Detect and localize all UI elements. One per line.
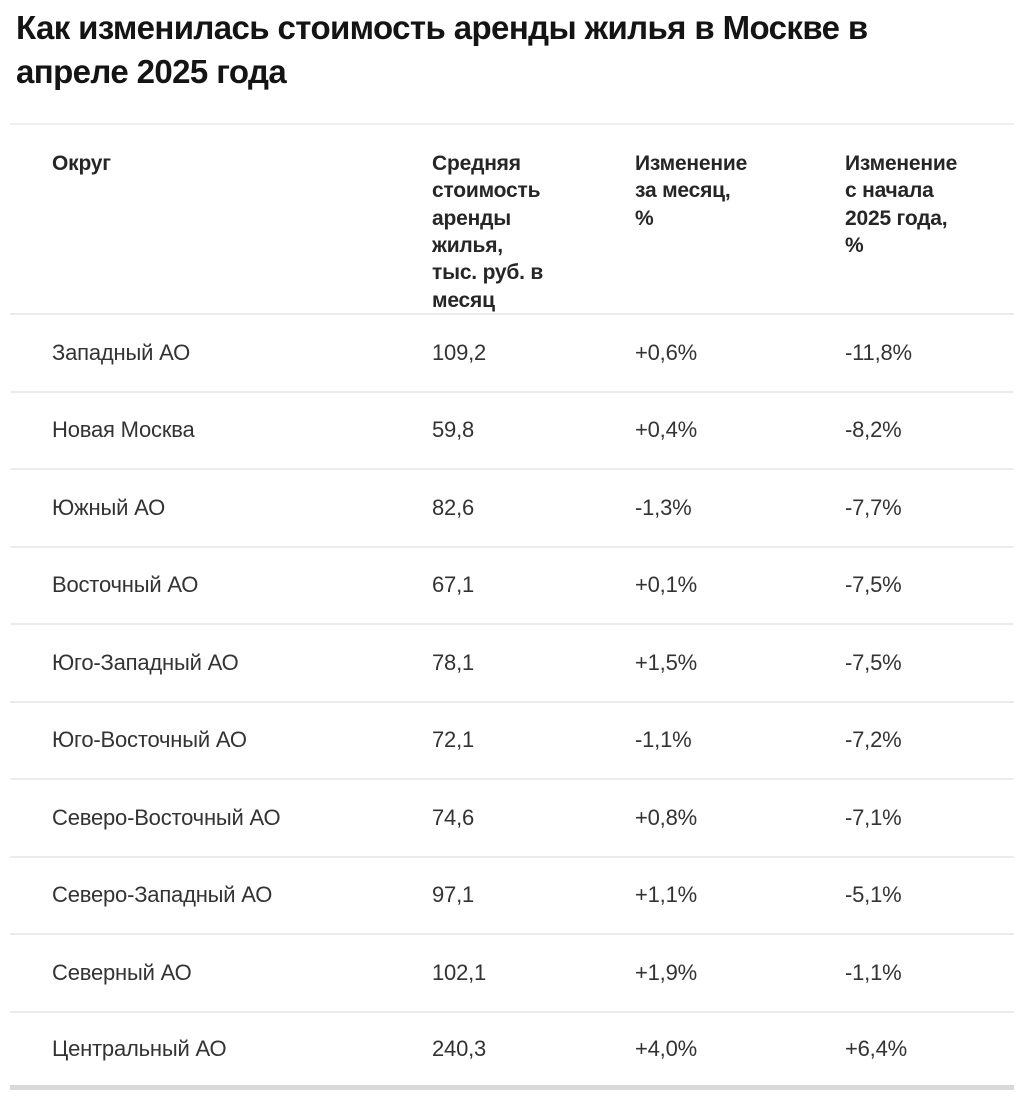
avg-rent-value: 102,1 <box>432 959 487 985</box>
district-name: Западный АО <box>52 339 190 365</box>
avg-rent-value: 240,3 <box>432 1035 487 1061</box>
column-header-district: Округ <box>52 152 111 176</box>
column-header-month-change: Изменение за месяц, % <box>635 152 748 230</box>
ytd-change-value: -7,5% <box>845 649 902 675</box>
district-name: Северный АО <box>52 959 192 985</box>
district-name: Юго-Восточный АО <box>52 727 247 753</box>
month-change-value: -1,1% <box>635 727 692 753</box>
table-row: Юго-Восточный АО 72,1 -1,1% -7,2% <box>10 703 1014 781</box>
district-name: Юго-Западный АО <box>52 649 239 675</box>
ytd-change-value: -1,1% <box>845 959 902 985</box>
district-name: Северо-Западный АО <box>52 882 273 908</box>
month-change-value: -1,3% <box>635 494 692 520</box>
table-row: Западный АО 109,2 +0,6% -11,8% <box>10 315 1014 393</box>
table-row: Новая Москва 59,8 +0,4% -8,2% <box>10 393 1014 471</box>
page-title: Как изменилась стоимость аренды жилья в … <box>16 9 868 90</box>
ytd-change-value: -7,2% <box>845 727 902 753</box>
ytd-change-value: -7,1% <box>845 804 902 830</box>
district-name: Новая Москва <box>52 417 195 443</box>
table-row: Северо-Западный АО 97,1 +1,1% -5,1% <box>10 858 1014 936</box>
ytd-change-value: -5,1% <box>845 882 902 908</box>
table-row: Юго-Западный АО 78,1 +1,5% -7,5% <box>10 625 1014 703</box>
table-row: Северный АО 102,1 +1,9% -1,1% <box>10 935 1014 1013</box>
table-row: Южный АО 82,6 -1,3% -7,7% <box>10 470 1014 548</box>
avg-rent-value: 109,2 <box>432 339 487 365</box>
month-change-value: +0,4% <box>635 417 697 443</box>
month-change-value: +1,5% <box>635 649 697 675</box>
ytd-change-value: -7,5% <box>845 572 902 598</box>
avg-rent-value: 78,1 <box>432 649 475 675</box>
ytd-change-value: -8,2% <box>845 417 902 443</box>
month-change-value: +1,9% <box>635 959 697 985</box>
table-header-row: Округ Средняя стоимость аренды жилья, ты… <box>10 123 1014 316</box>
ytd-change-value: -7,7% <box>845 494 902 520</box>
avg-rent-value: 97,1 <box>432 882 475 908</box>
month-change-value: +1,1% <box>635 882 697 908</box>
ytd-change-value: +6,4% <box>845 1035 907 1061</box>
month-change-value: +0,1% <box>635 572 697 598</box>
month-change-value: +0,6% <box>635 339 697 365</box>
ytd-change-value: -11,8% <box>845 339 912 365</box>
table-row: Восточный АО 67,1 +0,1% -7,5% <box>10 548 1014 626</box>
district-name: Восточный АО <box>52 572 199 598</box>
column-header-avg-rent: Средняя стоимость аренды жилья, тыс. руб… <box>432 152 544 312</box>
avg-rent-value: 74,6 <box>432 804 475 830</box>
district-name: Южный АО <box>52 494 166 520</box>
rent-table: Округ Средняя стоимость аренды жилья, ты… <box>10 123 1014 1091</box>
avg-rent-value: 72,1 <box>432 727 475 753</box>
column-header-ytd-change: Изменение с начала 2025 года, % <box>845 152 958 257</box>
district-name: Северо-Восточный АО <box>52 804 281 830</box>
district-name: Центральный АО <box>52 1035 227 1061</box>
table-row: Северо-Восточный АО 74,6 +0,8% -7,1% <box>10 780 1014 858</box>
month-change-value: +0,8% <box>635 804 697 830</box>
avg-rent-value: 67,1 <box>432 572 475 598</box>
month-change-value: +4,0% <box>635 1035 697 1061</box>
table-row: Центральный АО 240,3 +4,0% +6,4% <box>10 1013 1014 1091</box>
avg-rent-value: 82,6 <box>432 494 475 520</box>
avg-rent-value: 59,8 <box>432 417 475 443</box>
